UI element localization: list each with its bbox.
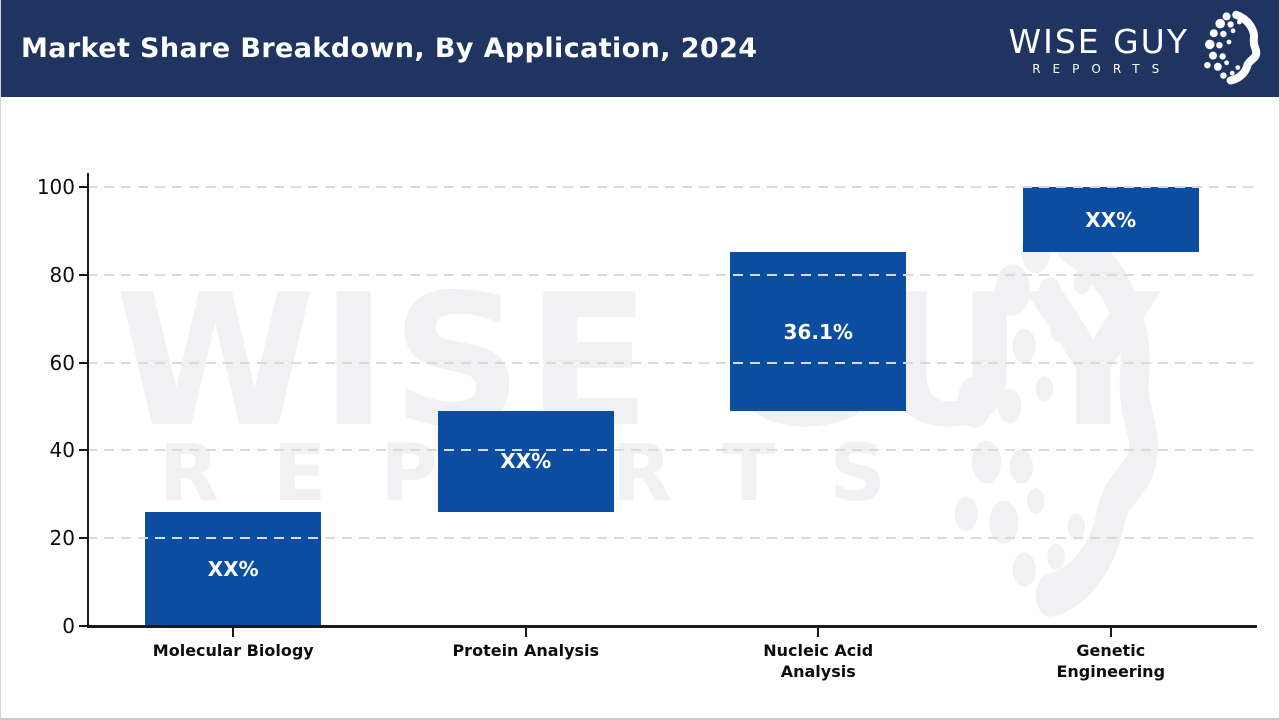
y-tick-label: 100 (36, 175, 75, 199)
y-tick (79, 186, 87, 188)
y-tick (79, 361, 87, 364)
gridline (87, 537, 1254, 540)
x-tick (524, 627, 527, 637)
header-bar: Market Share Breakdown, By Application, … (1, 0, 1279, 97)
x-tick (232, 627, 235, 637)
y-tick-label: 80 (49, 262, 75, 287)
bar-value-label: XX% (207, 556, 259, 581)
x-tick (1109, 627, 1112, 637)
x-axis (87, 625, 1257, 628)
x-category-label: Genetic Engineering (1056, 641, 1166, 681)
x-tick (817, 627, 820, 637)
watermark-head-icon (954, 221, 1158, 617)
gridline (87, 273, 1254, 276)
y-tick (79, 537, 87, 540)
logo-wordmark: WISE GUY (1008, 21, 1189, 61)
y-tick-label: 60 (49, 350, 75, 375)
gridline (87, 449, 1254, 452)
y-tick (79, 273, 87, 276)
gridline (87, 361, 1254, 364)
logo-tagline: REPORTS (1032, 62, 1172, 77)
y-tick-label: 20 (49, 526, 75, 551)
y-tick-label: 40 (49, 438, 75, 463)
page-title: Market Share Breakdown, By Application, … (21, 33, 758, 64)
dotted-head-profile-icon (1204, 10, 1261, 85)
bar-value-label: XX% (1085, 207, 1137, 232)
x-category-label: Protein Analysis (452, 641, 600, 660)
y-tick (79, 625, 87, 627)
bar (730, 252, 907, 411)
bar (437, 410, 614, 512)
y-tick-label: 0 (62, 614, 75, 638)
y-tick (79, 449, 87, 452)
bar-value-label: XX% (500, 449, 552, 474)
bar-value-label: 36.1% (783, 319, 853, 344)
x-category-label: Nucleic Acid Analysis (763, 641, 874, 681)
bar (145, 511, 322, 626)
x-category-label: Molecular Biology (152, 641, 314, 660)
y-axis (87, 173, 89, 626)
gridline (87, 186, 1254, 188)
brand-logo: WISE GUY REPORTS (1008, 8, 1265, 92)
chart-area: WISE GUY REPORTS 020406080100XX%Molecula… (1, 97, 1279, 718)
